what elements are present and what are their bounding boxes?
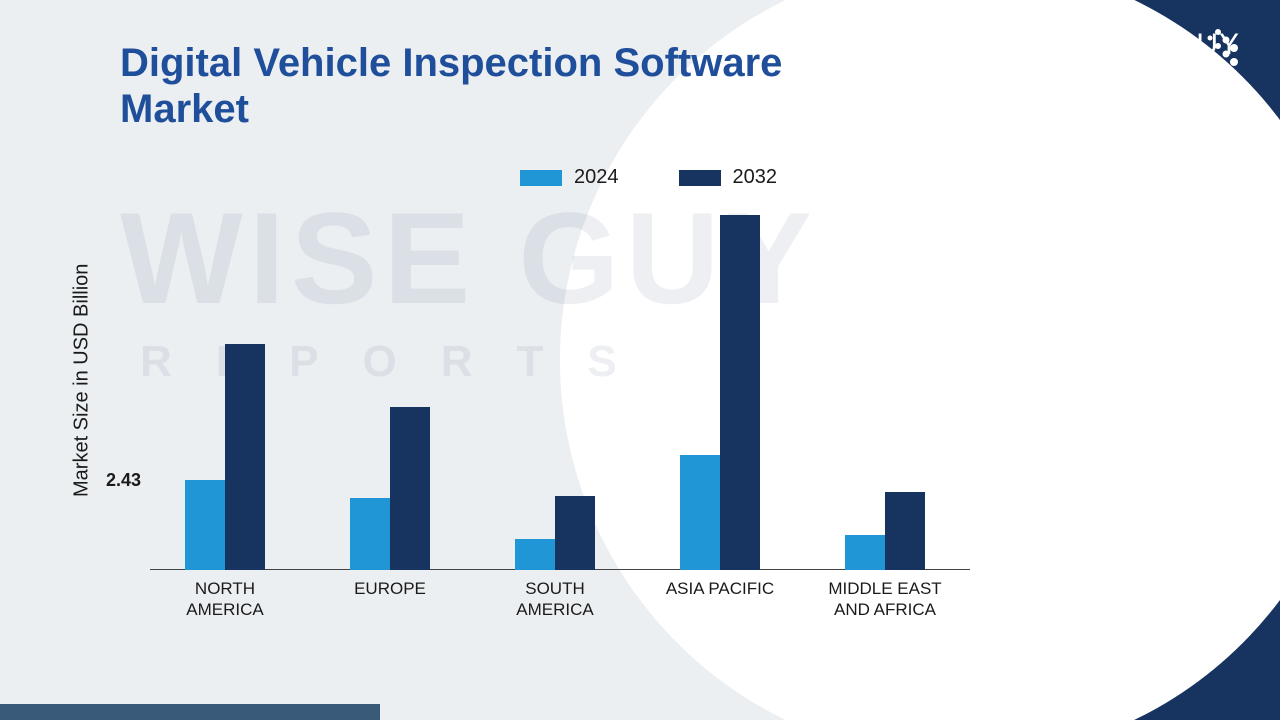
- bar: [390, 407, 430, 570]
- bar-group: [515, 496, 595, 570]
- bar: [555, 496, 595, 570]
- bar: [720, 215, 760, 570]
- plot-area: [150, 200, 970, 570]
- page: WISE GUY REPORTS Digital Vehicle Inspect…: [0, 0, 1280, 720]
- y-axis-label: Market Size in USD Billion: [70, 170, 94, 590]
- chart: Market Size in USD Billion 2.43 NORTH AM…: [70, 170, 970, 670]
- bar-group: [845, 492, 925, 570]
- bar: [225, 344, 265, 570]
- footer-accent: [0, 704, 380, 720]
- bar: [515, 539, 555, 570]
- bar-group: [350, 407, 430, 570]
- y-axis-tick: 2.43: [106, 470, 141, 491]
- bar-group: [185, 344, 265, 570]
- logo-dots-icon: [1184, 24, 1244, 84]
- bar: [885, 492, 925, 570]
- x-axis-label: ASIA PACIFIC: [650, 578, 790, 599]
- bar-group: [680, 215, 760, 570]
- chart-title: Digital Vehicle Inspection Software Mark…: [120, 40, 840, 132]
- bar: [845, 535, 885, 570]
- x-axis-label: MIDDLE EAST AND AFRICA: [815, 578, 955, 621]
- x-axis-label: NORTH AMERICA: [155, 578, 295, 621]
- bar: [680, 455, 720, 570]
- brand-logo: WISE GUY REPORTS: [1082, 28, 1240, 78]
- bar: [350, 498, 390, 570]
- x-axis-label: EUROPE: [320, 578, 460, 599]
- bar: [185, 480, 225, 570]
- x-axis-label: SOUTH AMERICA: [485, 578, 625, 621]
